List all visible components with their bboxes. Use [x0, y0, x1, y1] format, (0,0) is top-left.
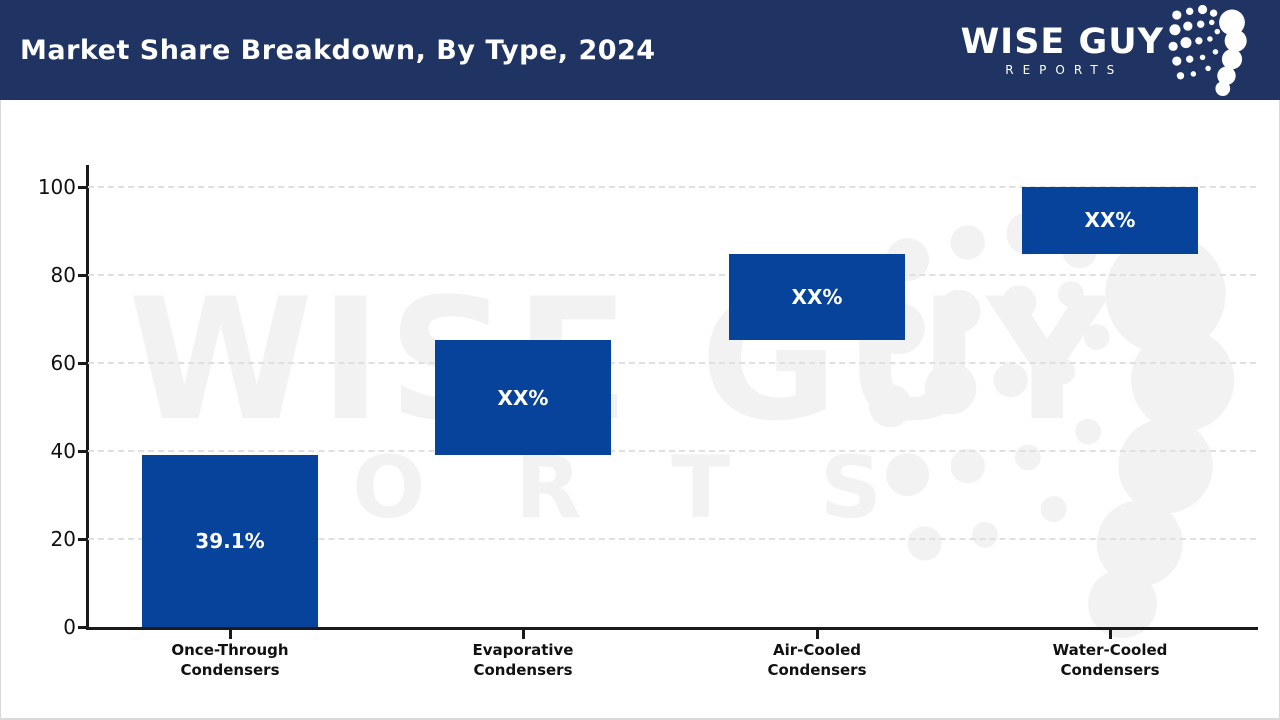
- logo-text: WISE GUY REPORTS: [960, 21, 1164, 77]
- y-axis-tick: [78, 186, 88, 189]
- x-axis-tick: [1109, 630, 1112, 639]
- bar-value-label: XX%: [497, 385, 549, 410]
- y-axis-tick: [78, 274, 88, 277]
- gridline: [88, 274, 1256, 276]
- x-axis-tick: [816, 630, 819, 639]
- bar-value-label: XX%: [791, 284, 843, 309]
- bar-segment: XX%: [729, 253, 905, 341]
- y-axis-line: [86, 165, 89, 629]
- x-axis-line: [86, 627, 1258, 630]
- logo-wordmark: WISE GUY: [960, 21, 1164, 62]
- watermark-head-icon: [868, 212, 1235, 638]
- y-tick-label: 20: [50, 527, 76, 551]
- x-category-label: Air-Cooled Condensers: [687, 640, 947, 681]
- bar-segment: XX%: [1022, 187, 1198, 254]
- bar-segment: 39.1%: [142, 454, 318, 627]
- x-category-label: Water-Cooled Condensers: [980, 640, 1240, 681]
- gridline: [88, 186, 1256, 188]
- x-category-line: Evaporative: [472, 641, 574, 659]
- x-category-line: Condensers: [1060, 661, 1160, 680]
- page-title: Market Share Breakdown, By Type, 2024: [20, 34, 656, 66]
- watermark-wordmark: WISE GUY: [128, 262, 1115, 458]
- logo-head-icon: [1168, 4, 1247, 96]
- x-category-label: Evaporative Condensers: [393, 640, 653, 681]
- logo-subtitle: REPORTS: [1005, 62, 1124, 77]
- y-tick-label: 80: [50, 263, 76, 287]
- y-axis-tick: [78, 362, 88, 365]
- gridline: [88, 450, 1256, 452]
- x-category-line: Condensers: [767, 661, 867, 680]
- gridline: [88, 538, 1256, 540]
- y-tick-label: 40: [50, 439, 76, 463]
- y-tick-label: 0: [63, 615, 76, 639]
- y-tick-label: 100: [37, 175, 76, 199]
- x-category-line: Condensers: [180, 661, 280, 680]
- x-category-line: Water-Cooled: [1052, 641, 1168, 659]
- y-axis-tick: [78, 450, 88, 453]
- y-axis-tick: [78, 626, 88, 629]
- bar-value-label: XX%: [1084, 208, 1136, 233]
- header-bar: Market Share Breakdown, By Type, 2024 WI…: [0, 0, 1280, 100]
- x-category-line: Once-Through: [171, 641, 289, 659]
- y-tick-label: 60: [50, 351, 76, 375]
- wiseguy-logo: WISE GUY REPORTS: [961, 4, 1252, 96]
- x-category-label: Once-Through Condensers: [100, 640, 360, 681]
- bar-value-label: 39.1%: [195, 528, 265, 553]
- x-category-line: Air-Cooled: [772, 641, 862, 659]
- bar-segment: XX%: [435, 340, 611, 455]
- x-category-line: Condensers: [473, 661, 573, 680]
- x-axis-tick: [229, 630, 232, 639]
- gridline: [88, 362, 1256, 364]
- x-axis-tick: [522, 630, 525, 639]
- y-axis-tick: [78, 538, 88, 541]
